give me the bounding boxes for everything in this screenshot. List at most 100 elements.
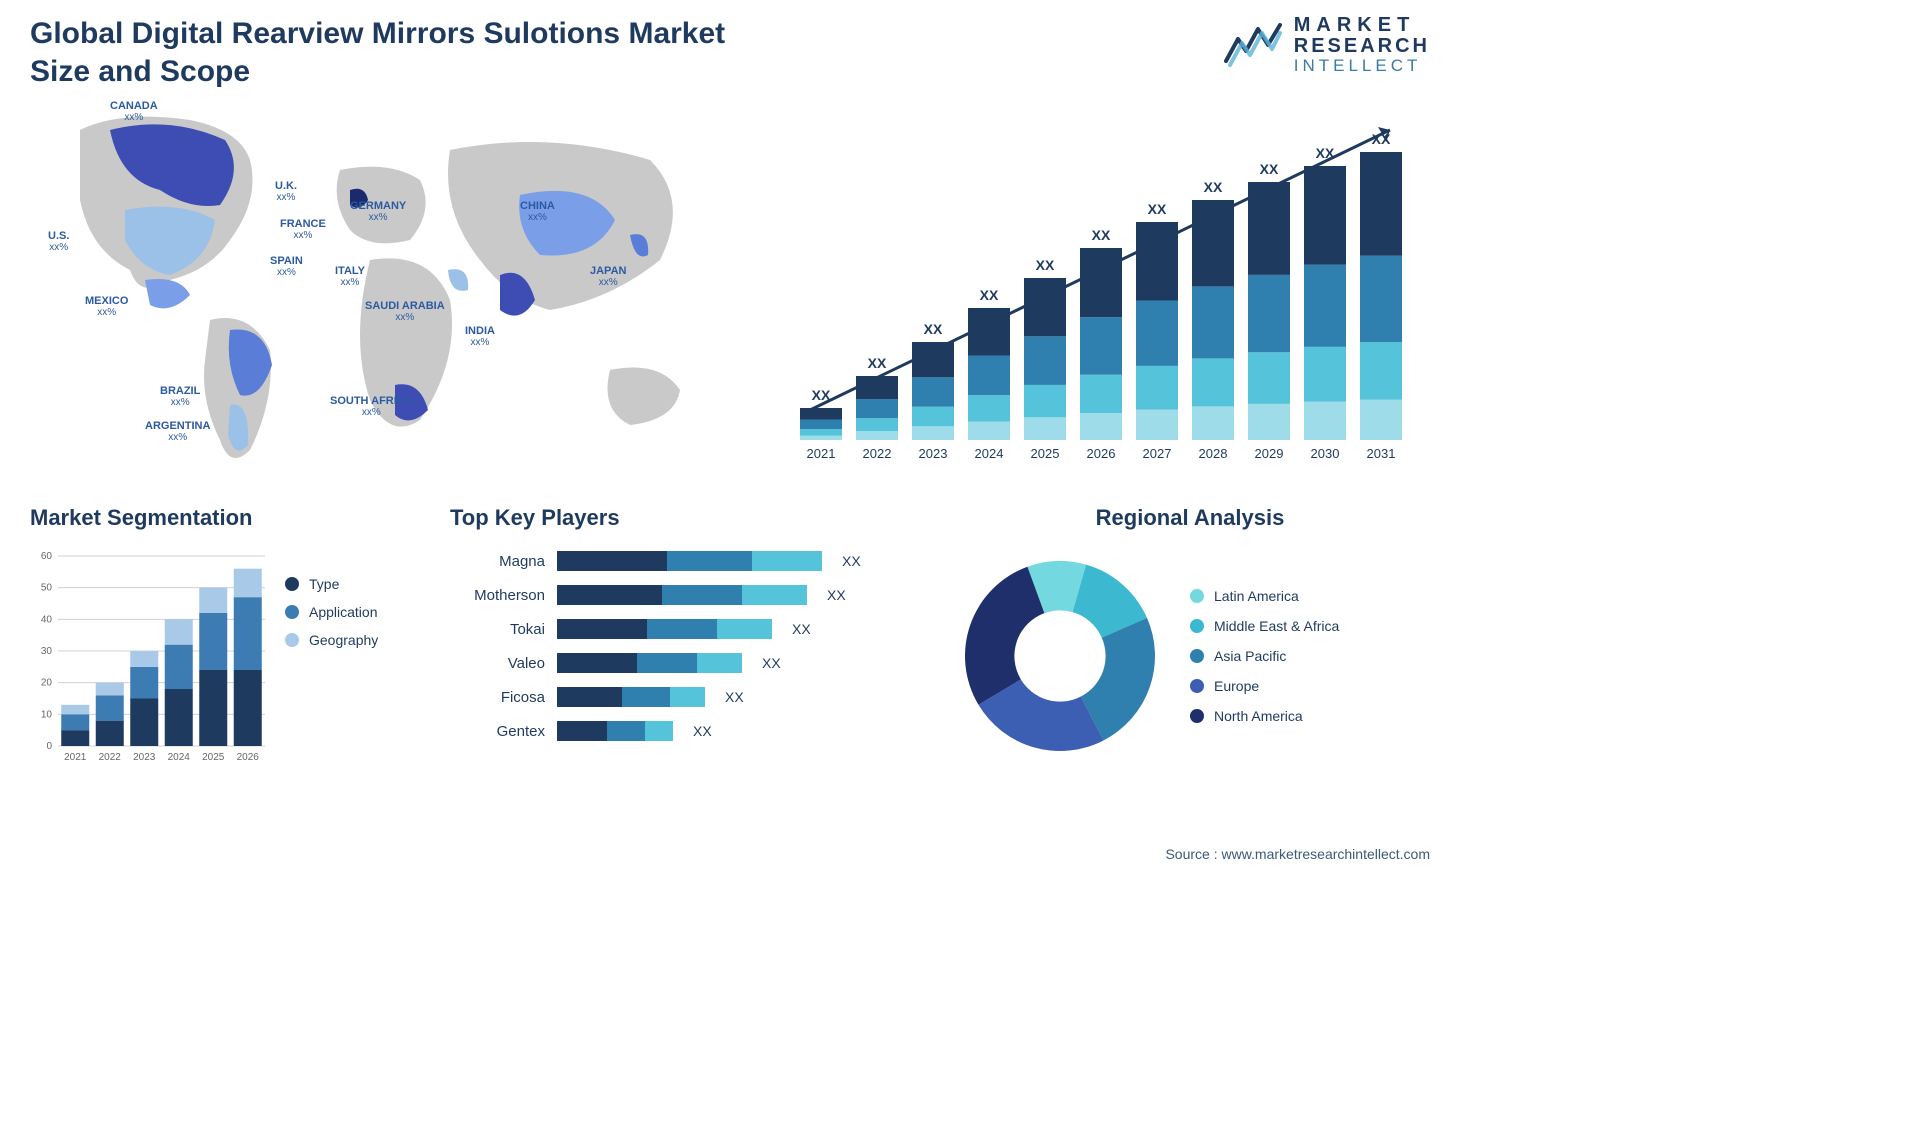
svg-text:20: 20 — [41, 678, 53, 689]
legend-label: Latin America — [1214, 588, 1299, 604]
legend-dot-icon — [1190, 619, 1204, 633]
legend-dot-icon — [1190, 709, 1204, 723]
logo-line-1: MARKET — [1294, 15, 1430, 36]
player-bar-segment — [645, 721, 673, 741]
player-bar-segment — [647, 619, 717, 639]
source-attribution: Source : www.marketresearchintellect.com — [1165, 846, 1430, 862]
svg-text:2024: 2024 — [168, 752, 191, 763]
svg-text:50: 50 — [41, 583, 53, 594]
player-row-tokai: Tokai XX — [450, 614, 920, 644]
regional-legend-latin-america: Latin America — [1190, 588, 1339, 604]
regional-legend-middle-east-africa: Middle East & Africa — [1190, 618, 1339, 634]
svg-text:XX: XX — [1092, 227, 1111, 243]
player-bar-segment — [752, 551, 822, 571]
page-title: Global Digital Rearview Mirrors Sulotion… — [30, 15, 780, 90]
svg-text:2027: 2027 — [1143, 446, 1172, 461]
map-label-japan: JAPANxx% — [590, 265, 626, 288]
map-label-spain: SPAINxx% — [270, 255, 303, 278]
legend-dot-icon — [285, 577, 299, 591]
svg-text:2026: 2026 — [1087, 446, 1116, 461]
player-bar — [557, 585, 807, 605]
svg-text:XX: XX — [1260, 161, 1279, 177]
player-value: XX — [792, 621, 811, 637]
svg-text:2021: 2021 — [807, 446, 836, 461]
seg-legend-type: Type — [285, 576, 378, 592]
segmentation-chart: 0102030405060202120222023202420252026 — [30, 546, 270, 766]
growth-chart: XX 2021 XX 2022 XX 2023 XX 2024 XX 2025 XX 2026 XX 20… — [770, 100, 1430, 480]
legend-dot-icon — [1190, 679, 1204, 693]
players-panel: Magna XX Motherson XX Tokai XX ValeoXX Ficosa XX… — [450, 546, 920, 746]
player-bar — [557, 551, 822, 571]
svg-text:2026: 2026 — [237, 752, 260, 763]
player-bar-segment — [667, 551, 752, 571]
player-value: XX — [842, 553, 861, 569]
svg-text:2031: 2031 — [1367, 446, 1396, 461]
map-label-germany: GERMANYxx% — [350, 200, 406, 223]
svg-text:40: 40 — [41, 614, 53, 625]
player-bar-segment — [557, 721, 607, 741]
regional-legend-asia-pacific: Asia Pacific — [1190, 648, 1339, 664]
regional-panel: Latin America Middle East & Africa Asia Pa… — [950, 546, 1430, 766]
player-bar-segment — [670, 687, 705, 707]
svg-text:XX: XX — [924, 321, 943, 337]
player-name: Ficosa — [450, 689, 545, 706]
players-title: Top Key Players — [450, 505, 920, 531]
player-bar-segment — [662, 585, 742, 605]
world-map — [30, 100, 730, 480]
svg-text:0: 0 — [46, 741, 52, 752]
growth-chart-panel: XX 2021 XX 2022 XX 2023 XX 2024 XX 2025 XX 2026 XX 20… — [770, 100, 1430, 480]
svg-text:2029: 2029 — [1255, 446, 1284, 461]
svg-text:2025: 2025 — [202, 752, 225, 763]
player-bar — [557, 653, 742, 673]
logo-icon — [1224, 21, 1282, 69]
player-bar — [557, 721, 673, 741]
player-bar-segment — [607, 721, 645, 741]
logo-line-3: INTELLECT — [1294, 57, 1430, 75]
player-name: Tokai — [450, 621, 545, 638]
map-label-france: FRANCExx% — [280, 218, 326, 241]
map-label-u-k-: U.K.xx% — [275, 180, 297, 203]
legend-label: Middle East & Africa — [1214, 618, 1339, 634]
svg-text:2023: 2023 — [919, 446, 948, 461]
player-bar-segment — [557, 687, 622, 707]
regional-legend-europe: Europe — [1190, 678, 1339, 694]
player-row-valeo: ValeoXX — [450, 648, 920, 678]
svg-text:10: 10 — [41, 709, 53, 720]
map-label-italy: ITALYxx% — [335, 265, 365, 288]
seg-legend-geography: Geography — [285, 632, 378, 648]
legend-dot-icon — [1190, 649, 1204, 663]
regional-legend: Latin America Middle East & Africa Asia Pa… — [1190, 588, 1339, 724]
player-bar-segment — [622, 687, 670, 707]
legend-dot-icon — [285, 633, 299, 647]
svg-text:XX: XX — [812, 387, 831, 403]
legend-label: North America — [1214, 708, 1303, 724]
player-bar-segment — [557, 653, 637, 673]
player-value: XX — [693, 723, 712, 739]
world-map-panel: CANADAxx%U.S.xx%MEXICOxx%BRAZILxx%ARGENT… — [30, 100, 730, 480]
segmentation-panel: 0102030405060202120222023202420252026 Ty… — [30, 546, 420, 766]
svg-text:XX: XX — [1148, 201, 1167, 217]
logo-line-2: RESEARCH — [1294, 36, 1430, 57]
map-label-u-s-: U.S.xx% — [48, 230, 69, 253]
map-label-south-africa: SOUTH AFRICAxx% — [330, 395, 413, 418]
player-name: Magna — [450, 553, 545, 570]
svg-text:2024: 2024 — [975, 446, 1004, 461]
player-value: XX — [827, 587, 846, 603]
legend-label: Type — [309, 576, 339, 592]
segmentation-title: Market Segmentation — [30, 505, 420, 531]
player-name: Motherson — [450, 587, 545, 604]
svg-text:30: 30 — [41, 646, 53, 657]
map-label-china: CHINAxx% — [520, 200, 555, 223]
player-bar — [557, 619, 772, 639]
svg-text:XX: XX — [868, 355, 887, 371]
svg-text:2025: 2025 — [1031, 446, 1060, 461]
svg-text:2022: 2022 — [863, 446, 892, 461]
svg-text:XX: XX — [1372, 131, 1391, 147]
map-label-argentina: ARGENTINAxx% — [145, 420, 210, 443]
legend-label: Europe — [1214, 678, 1259, 694]
legend-dot-icon — [285, 605, 299, 619]
map-label-saudi-arabia: SAUDI ARABIAxx% — [365, 300, 445, 323]
seg-legend-application: Application — [285, 604, 378, 620]
player-row-magna: Magna XX — [450, 546, 920, 576]
segmentation-legend: Type Application Geography — [285, 546, 378, 766]
